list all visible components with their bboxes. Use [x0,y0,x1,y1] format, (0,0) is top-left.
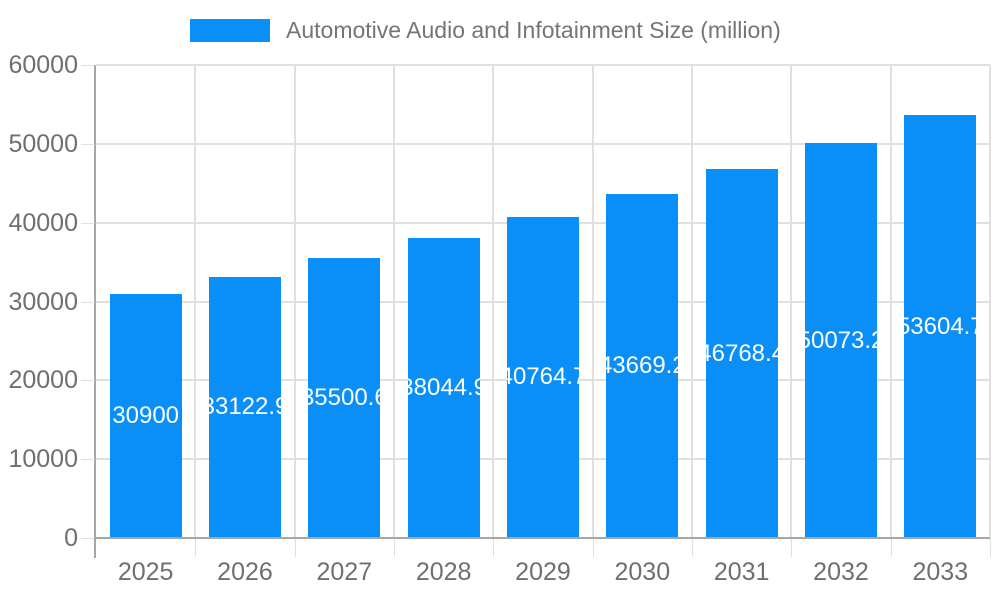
y-axis-tick-label: 0 [64,524,78,552]
y-axis-tick-label: 10000 [8,445,78,474]
bar-2028[interactable]: 38044.9 [407,238,480,538]
bar-value-label: 33122.9 [209,393,281,421]
legend-swatch [190,19,270,42]
x-axis-tick [195,538,197,557]
x-axis-baseline [96,537,990,539]
x-axis-label: 2031 [713,558,770,586]
x-axis-label: 2026 [217,558,273,586]
x-axis-tick [990,538,991,557]
bar-2030[interactable]: 43669.2 [606,193,679,538]
gridline-vertical [790,65,793,538]
x-axis-tick [294,538,296,557]
gridline-vertical [691,65,693,538]
gridline-horizontal [96,142,990,145]
x-axis-tick [890,538,892,557]
x-axis-label: 2027 [316,558,373,586]
gridline-vertical [989,65,991,538]
bar-2025[interactable]: 30900 [109,294,182,538]
y-axis-tick [81,538,95,539]
gridline-vertical [591,65,594,538]
bar-2027[interactable]: 35500.6 [308,258,381,538]
bar-2033[interactable]: 53604.7 [904,115,977,538]
x-axis-tick [94,538,96,557]
y-axis-tick [81,459,95,461]
bar-value-label: 43669.2 [606,351,678,379]
bar-value-label: 46768.4 [706,339,778,367]
y-axis-tick [81,380,95,382]
x-axis-tick [592,538,594,557]
gridline-vertical [293,65,296,538]
bar-2032[interactable]: 50073.2 [805,143,877,538]
x-axis-label: 2028 [415,558,472,586]
gridline-vertical [393,65,395,538]
bar-value-label: 50073.2 [805,326,877,354]
x-axis-tick [791,538,793,557]
bar-2026[interactable]: 33122.9 [209,276,281,538]
y-axis-line [94,65,96,558]
y-axis-tick-label: 20000 [8,366,78,395]
bar-value-label: 38044.9 [408,374,480,402]
x-axis-label: 2029 [515,558,571,586]
x-axis-tick [493,538,495,557]
chart-legend: Automotive Audio and Infotainment Size (… [190,17,781,44]
x-axis-label: 2030 [614,558,671,586]
gridline-horizontal [96,64,990,66]
bar-value-label: 35500.6 [308,384,380,412]
gridline-vertical [889,65,892,538]
bar-value-label: 30900 [112,402,180,430]
x-axis-label: 2032 [813,558,869,586]
y-axis-tick-label: 30000 [8,287,78,316]
y-axis-tick-label: 60000 [8,51,78,79]
y-axis-tick [81,143,95,145]
y-axis-tick [81,301,95,303]
y-axis-tick [81,65,95,66]
bar-2029[interactable]: 40764.7 [507,216,579,538]
bar-2031[interactable]: 46768.4 [705,169,778,538]
y-axis-tick-label: 40000 [8,208,78,237]
gridline-vertical [492,65,495,538]
legend-label: Automotive Audio and Infotainment Size (… [286,17,781,43]
y-axis-tick [81,222,95,224]
bar-value-label: 53604.7 [904,312,976,340]
x-axis-tick [692,538,693,557]
bar-value-label: 40764.7 [507,363,579,391]
x-axis-label: 2033 [912,558,969,586]
x-axis-label: 2025 [117,558,174,586]
y-axis-tick-label: 50000 [8,129,78,158]
plot-area: 30900 33122.9 35500.6 38044.9 40764.7 43669.2… [96,64,991,538]
gridline-vertical [194,65,197,538]
x-axis-tick [394,538,395,557]
